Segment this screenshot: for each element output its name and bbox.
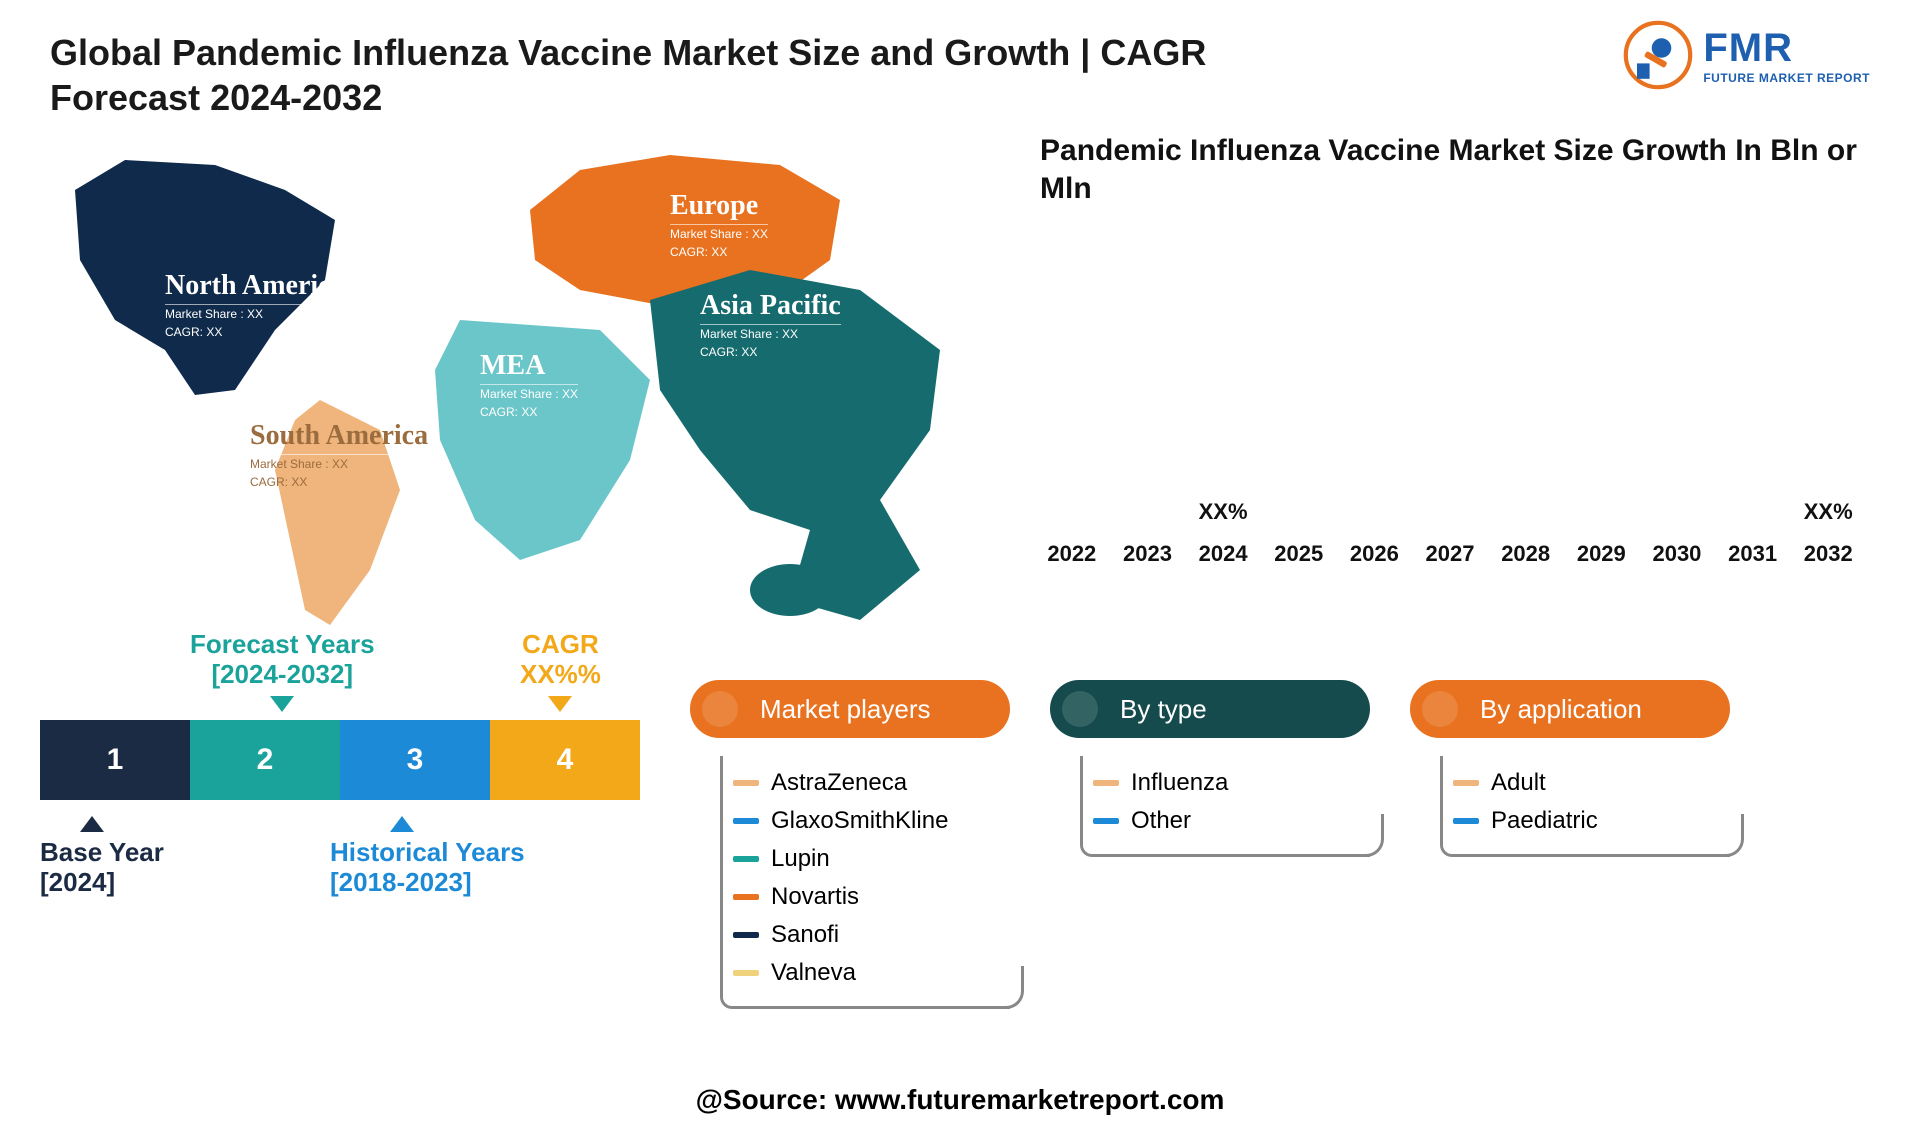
timeline-hist-label: Historical Years [2018-2023] [330,816,525,898]
bar-2023: 2023 [1116,531,1180,567]
item-type: Influenza [1093,764,1370,802]
bar-2026: 2026 [1343,531,1407,567]
bar-chart: Pandemic Influenza Vaccine Market Size G… [1040,132,1860,652]
item-players: Valneva [733,954,1010,992]
timeline-base-label: Base Year [2024] [40,816,164,898]
pill-players: Market players [690,680,1010,738]
bar-2032: XX% 2032 [1796,531,1860,567]
item-application: Paediatric [1453,802,1730,840]
timeline-forecast-label: Forecast Years [2024-2032] [190,630,375,712]
bar-2029: 2029 [1569,531,1633,567]
item-players: GlaxoSmithKline [733,802,1010,840]
logo-brand-text: FMR [1703,26,1870,71]
bar-2027: 2027 [1418,531,1482,567]
region-asia_pacific: Asia Pacific Market Share : XX CAGR: XX [640,270,960,630]
bar-2030: 2030 [1645,531,1709,567]
item-players: AstraZeneca [733,764,1010,802]
timeline-seg-1: 1 [40,720,190,800]
timeline-seg-3: 3 [340,720,490,800]
bar-2028: 2028 [1494,531,1558,567]
bar-2022: 2022 [1040,531,1104,567]
timeline-cagr-label: CAGR XX%% [520,630,601,712]
timeline: Forecast Years [2024-2032] CAGR XX%% 123… [40,720,640,800]
item-players: Sanofi [733,916,1010,954]
fmr-logo: FMR FUTURE MARKET REPORT [1623,20,1870,90]
item-application: Adult [1453,764,1730,802]
bar-2031: 2031 [1721,531,1785,567]
pill-application: By application [1410,680,1730,738]
item-players: Lupin [733,840,1010,878]
source-text: @Source: www.futuremarketreport.com [696,1084,1225,1116]
category-players: Market players AstraZenecaGlaxoSmithKline… [690,680,1010,1009]
category-type: By type InfluenzaOther [1050,680,1370,857]
chart-title: Pandemic Influenza Vaccine Market Size G… [1040,132,1860,207]
logo-spyglass-icon [1623,20,1693,90]
world-map: North America Market Share : XX CAGR: XX… [50,140,970,660]
pill-type: By type [1050,680,1370,738]
item-players: Novartis [733,878,1010,916]
page-title: Global Pandemic Influenza Vaccine Market… [50,30,1290,120]
item-type: Other [1093,802,1370,840]
category-application: By application AdultPaediatric [1410,680,1730,857]
bar-2025: 2025 [1267,531,1331,567]
timeline-seg-2: 2 [190,720,340,800]
bar-2024: XX% 2024 [1191,531,1255,567]
timeline-seg-4: 4 [490,720,640,800]
region-north_america: North America Market Share : XX CAGR: XX [55,150,355,410]
logo-sub-text: FUTURE MARKET REPORT [1703,71,1870,85]
region-south_america: South America Market Share : XX CAGR: XX [260,400,410,630]
region-mea: MEA Market Share : XX CAGR: XX [420,310,670,570]
